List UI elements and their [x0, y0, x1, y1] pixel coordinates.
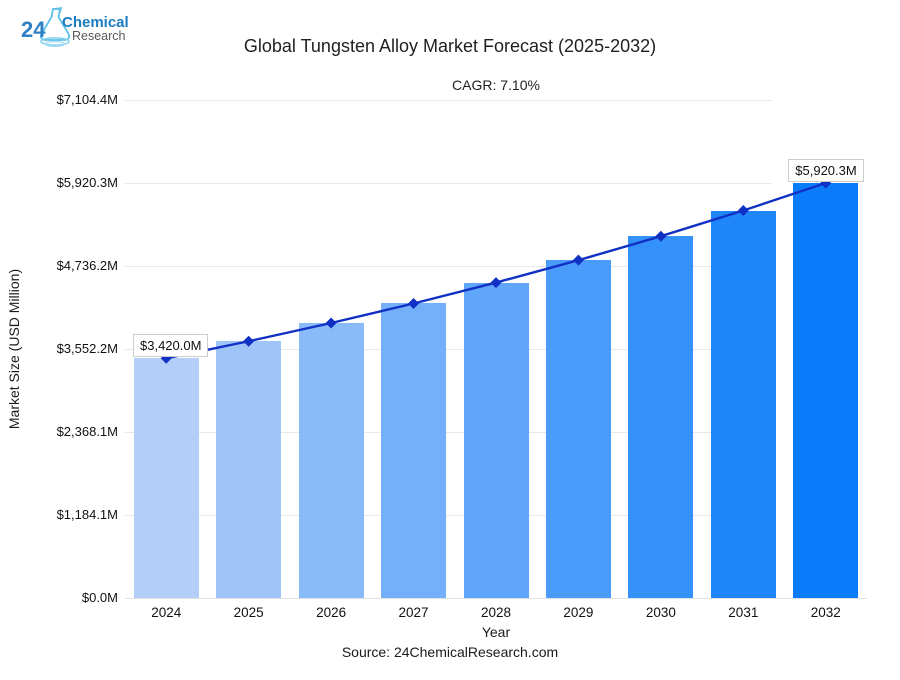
bar-2030: [628, 236, 694, 598]
data-label-2032: $5,920.3M: [788, 159, 864, 182]
chart-title: Global Tungsten Alloy Market Forecast (2…: [243, 36, 657, 56]
x-tick-label: 2027: [398, 605, 429, 620]
x-tick-label: 2024: [151, 605, 182, 620]
y-tick-label: $4,736.2M: [56, 258, 118, 273]
data-label-2024: $3,420.0M: [133, 334, 209, 358]
y-tick-label: $2,368.1M: [56, 424, 118, 439]
bar-2031: [710, 210, 776, 598]
company-logo: 24 Chemical Research: [21, 7, 128, 48]
x-tick-label: 2029: [563, 605, 594, 620]
trend-line: [165, 181, 827, 360]
y-tick-label: $0.0M: [81, 590, 118, 605]
source-caption: Source: 24ChemicalResearch.com: [341, 644, 559, 660]
x-tick-label: 2032: [810, 605, 841, 620]
x-tick-label: 2028: [480, 605, 512, 620]
y-tick-label: $7,104.4M: [56, 92, 118, 107]
y-gridline: [125, 183, 772, 184]
x-axis-line: [125, 598, 867, 599]
logo-number: 24: [21, 17, 46, 42]
diamond-marker-2025: [243, 335, 255, 347]
bar-2026: [298, 323, 364, 598]
diamond-marker-2028: [490, 277, 502, 289]
diamond-marker-2029: [572, 254, 584, 266]
y-gridline: [125, 100, 772, 101]
x-tick-label: 2030: [645, 605, 676, 620]
flask-icon: [40, 7, 70, 48]
logo-line1: Chemical: [62, 14, 128, 31]
logo-line2: Research: [72, 29, 126, 43]
y-tick-label: $5,920.3M: [56, 175, 118, 190]
y-tick-label: $3,552.2M: [56, 341, 118, 356]
x-axis-title: Year: [481, 624, 511, 640]
bar-2027: [381, 303, 447, 598]
bar-2029: [545, 260, 611, 598]
diamond-marker-2026: [325, 317, 337, 329]
x-tick-label: 2025: [233, 605, 264, 620]
bar-2024: [133, 358, 199, 598]
bar-2028: [463, 282, 529, 598]
bar-2025: [216, 341, 282, 598]
y-gridline: [125, 266, 772, 267]
chart-subtitle: CAGR: 7.10%: [452, 77, 540, 93]
y-gridline: [125, 515, 772, 516]
bar-2032: [793, 183, 859, 598]
diamond-marker-2027: [408, 297, 420, 309]
y-gridline: [125, 349, 772, 350]
y-tick-label: $1,184.1M: [56, 507, 118, 522]
x-tick-label: 2031: [728, 605, 759, 620]
x-tick-label: 2026: [316, 605, 347, 620]
diamond-marker-2030: [655, 230, 667, 242]
diamond-marker-2031: [737, 205, 749, 217]
y-gridline: [125, 432, 772, 433]
